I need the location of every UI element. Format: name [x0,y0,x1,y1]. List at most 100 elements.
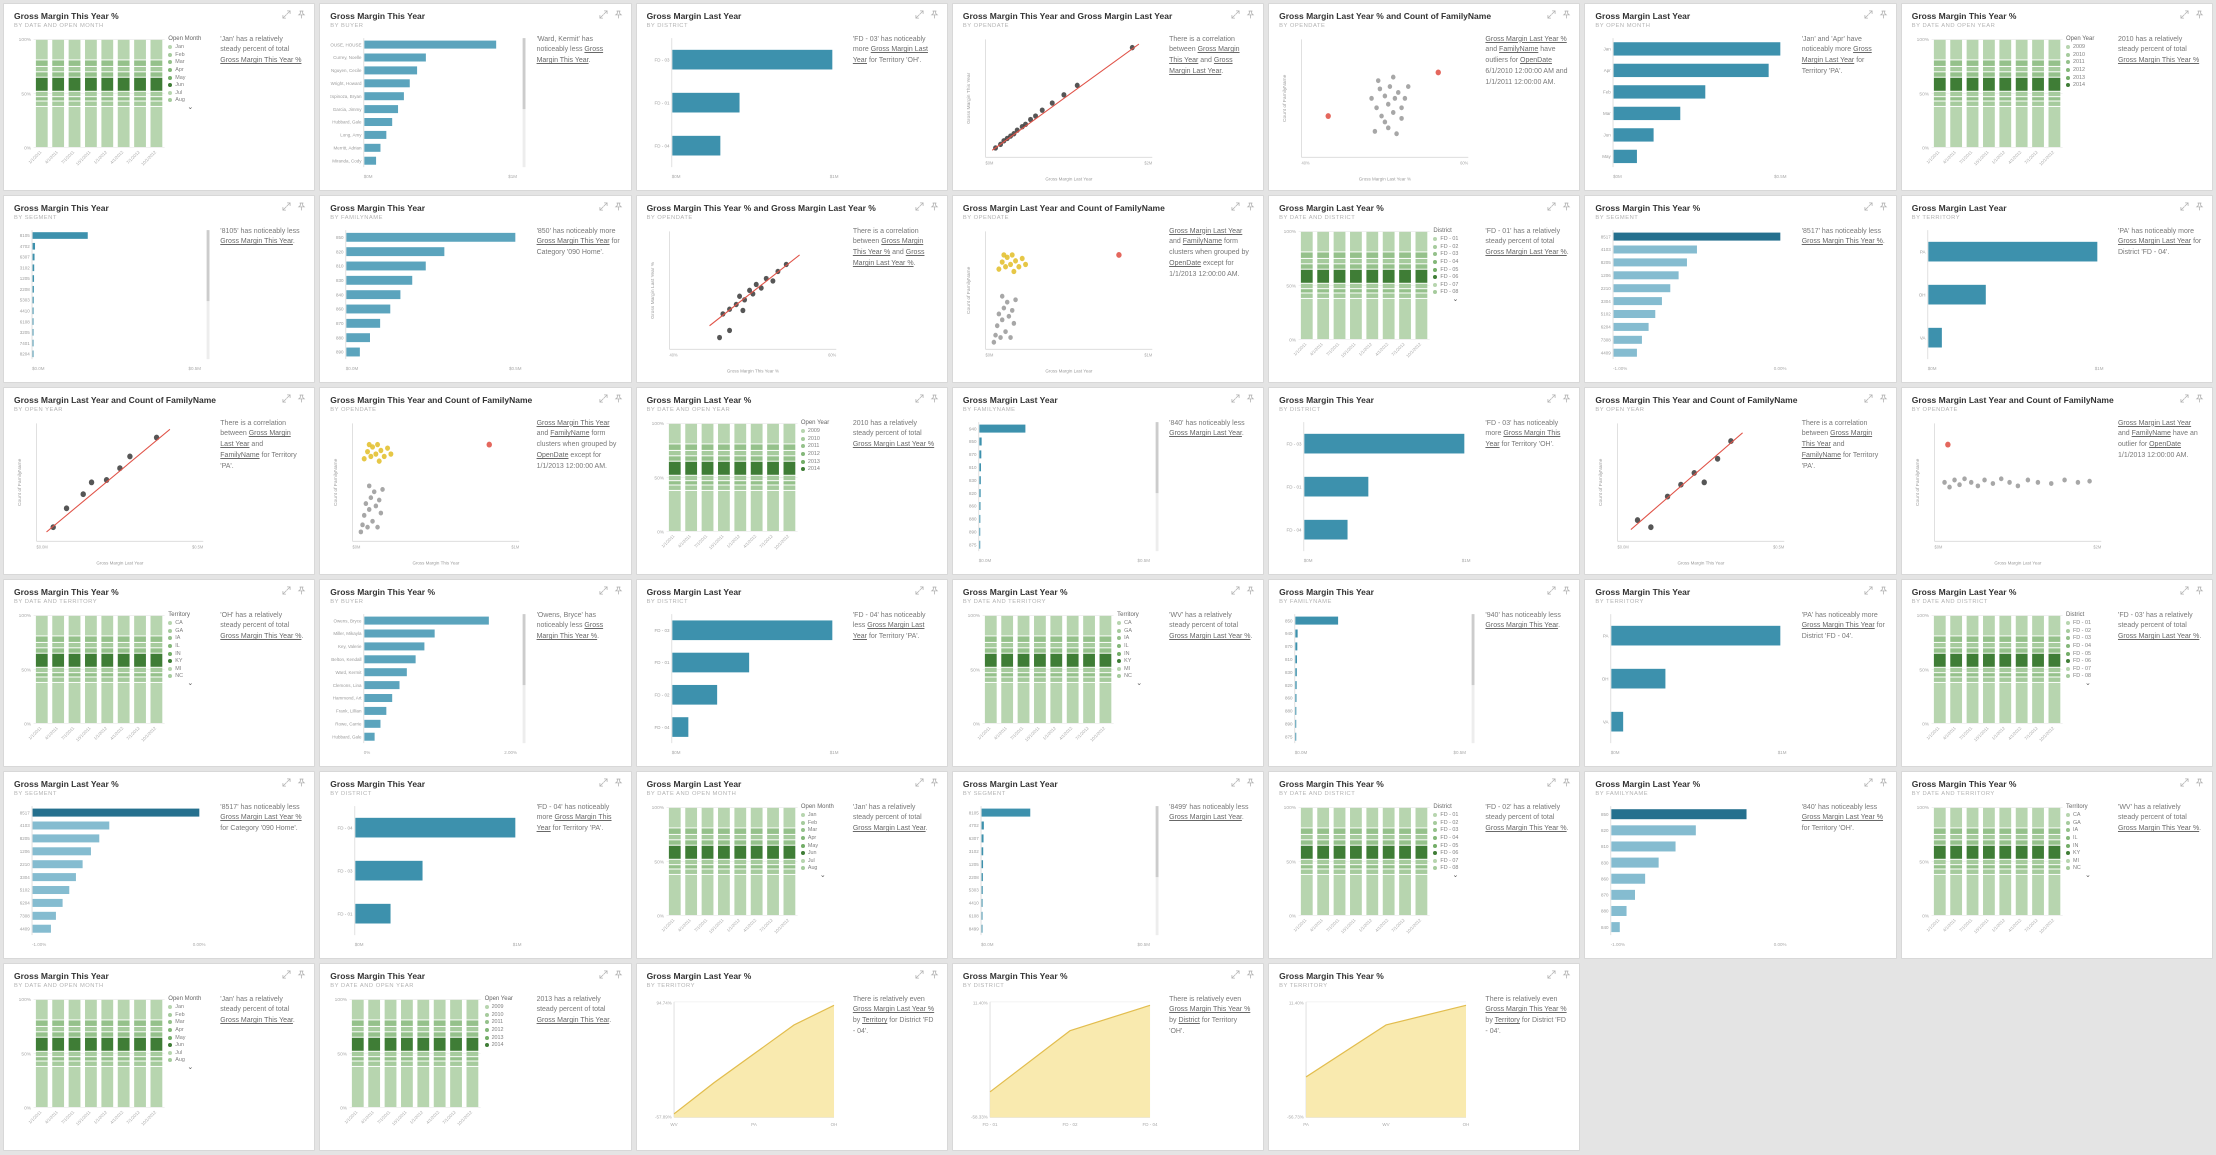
pin-icon[interactable] [930,202,939,211]
insight-card[interactable]: Gross Margin This Year BY FAMILYNAME 850… [1268,579,1581,767]
pin-icon[interactable] [1246,586,1255,595]
pin-icon[interactable] [1562,970,1571,979]
insight-card[interactable]: Gross Margin This Year BY SEGMENT 8105 47… [3,195,316,383]
insight-link[interactable]: Gross Margin This Year [1801,622,1875,630]
focus-mode-icon[interactable] [282,970,291,979]
insight-card[interactable]: Gross Margin Last Year % BY SEGMENT 8517… [3,771,316,959]
pin-icon[interactable] [2195,586,2204,595]
insight-link[interactable]: District [1178,1017,1200,1025]
focus-mode-icon[interactable] [915,394,924,403]
insight-link[interactable]: Gross Margin This Year % [2117,825,2200,833]
chevron-down-icon[interactable]: ⌄ [187,680,194,688]
insight-card[interactable]: Gross Margin This Year % BY DATE AND OPE… [3,3,316,191]
insight-link[interactable]: Gross Margin This Year [536,238,610,246]
insight-link[interactable]: Gross Margin Last Year [1169,430,1242,438]
chevron-down-icon[interactable]: ⌄ [819,872,826,880]
insight-link[interactable]: Gross Margin Last Year % [852,249,925,268]
focus-mode-icon[interactable] [915,202,924,211]
focus-mode-icon[interactable] [1547,970,1556,979]
insight-link[interactable]: Gross Margin This Year % [536,622,604,641]
insight-link[interactable]: Gross Margin Last Year % [1485,249,1567,257]
insight-link[interactable]: Gross Margin Last Year [852,622,925,641]
insight-link[interactable]: OpenDate [1520,57,1552,65]
focus-mode-icon[interactable] [915,586,924,595]
insight-link[interactable]: Gross Margin Last Year [220,430,291,449]
insight-link[interactable]: Gross Margin Last Year % [852,441,935,449]
pin-icon[interactable] [297,394,306,403]
insight-link[interactable]: FamilyName [1182,238,1223,246]
focus-mode-icon[interactable] [2180,202,2189,211]
pin-icon[interactable] [297,970,306,979]
insight-link[interactable]: Gross Margin Last Year [2117,238,2192,246]
pin-icon[interactable] [297,10,306,19]
insight-link[interactable]: Gross Margin This Year % [1801,238,1883,246]
pin-icon[interactable] [614,202,623,211]
focus-mode-icon[interactable] [915,778,924,787]
pin-icon[interactable] [614,778,623,787]
insight-link[interactable]: Gross Margin This Year [220,238,293,246]
insight-card[interactable]: Gross Margin This Year and Count of Fami… [319,387,632,575]
insight-link[interactable]: Gross Margin Last Year [1169,227,1243,235]
pin-icon[interactable] [1246,202,1255,211]
insight-card[interactable]: Gross Margin Last Year BY OPEN MONTH Jan… [1584,3,1897,191]
pin-icon[interactable] [1562,10,1571,19]
insight-link[interactable]: Gross Margin This Year % [1485,1006,1567,1014]
insight-link[interactable]: Gross Margin Last Year % [1801,814,1884,822]
insight-card[interactable]: Gross Margin This Year BY DISTRICT FD - … [319,771,632,959]
insight-card[interactable]: Gross Margin This Year % BY DATE AND TER… [3,579,316,767]
pin-icon[interactable] [297,586,306,595]
insight-card[interactable]: Gross Margin This Year BY FAMILYNAME 850… [319,195,632,383]
insight-link[interactable]: FamilyName [1499,46,1539,54]
insight-card[interactable]: Gross Margin Last Year % BY TERRITORY 94… [635,963,948,1151]
focus-mode-icon[interactable] [1231,778,1240,787]
pin-icon[interactable] [930,778,939,787]
focus-mode-icon[interactable] [282,202,291,211]
insight-link[interactable]: Gross Margin This Year [1485,430,1561,449]
insight-link[interactable]: Gross Margin Last Year % [1169,633,1251,641]
chevron-down-icon[interactable]: ⌄ [1452,872,1459,880]
focus-mode-icon[interactable] [1547,202,1556,211]
insight-card[interactable]: Gross Margin This Year BY BUYER HOUSE, H… [319,3,632,191]
insight-link[interactable]: Gross Margin This Year [536,419,610,427]
focus-mode-icon[interactable] [1231,10,1240,19]
insight-card[interactable]: Gross Margin This Year % BY DISTRICT 11.… [951,963,1265,1151]
insight-link[interactable]: Gross Margin Last Year [1169,57,1233,76]
pin-icon[interactable] [1562,586,1571,595]
pin-icon[interactable] [1562,394,1571,403]
insight-link[interactable]: Gross Margin Last Year % [1485,35,1567,43]
insight-card[interactable]: Gross Margin This Year % BY BUYER Owens,… [319,579,632,767]
focus-mode-icon[interactable] [599,970,608,979]
pin-icon[interactable] [614,394,623,403]
focus-mode-icon[interactable] [1864,778,1873,787]
focus-mode-icon[interactable] [2180,586,2189,595]
insight-link[interactable]: Gross Margin This Year [1169,46,1240,65]
insight-card[interactable]: Gross Margin This Year BY TERRITORY PA OH… [1584,579,1897,767]
focus-mode-icon[interactable] [1231,202,1240,211]
insight-card[interactable]: Gross Margin This Year % BY DATE AND OPE… [1900,3,2213,191]
focus-mode-icon[interactable] [599,10,608,19]
focus-mode-icon[interactable] [1864,394,1873,403]
focus-mode-icon[interactable] [1864,10,1873,19]
insight-link[interactable]: Gross Margin This Year [1801,430,1873,449]
focus-mode-icon[interactable] [915,10,924,19]
insight-link[interactable]: Gross Margin This Year % [220,633,302,641]
focus-mode-icon[interactable] [2180,10,2189,19]
pin-icon[interactable] [930,10,939,19]
insight-card[interactable]: Gross Margin Last Year and Count of Fami… [951,195,1265,383]
insight-link[interactable]: Gross Margin This Year [220,1017,293,1025]
pin-icon[interactable] [1246,778,1255,787]
insight-card[interactable]: Gross Margin Last Year BY TERRITORY PA OH… [1900,195,2213,383]
focus-mode-icon[interactable] [1864,586,1873,595]
insight-card[interactable]: Gross Margin Last Year % and Count of Fa… [1268,3,1581,191]
insight-card[interactable]: Gross Margin Last Year and Count of Fami… [1900,387,2213,575]
focus-mode-icon[interactable] [1547,778,1556,787]
pin-icon[interactable] [2195,394,2204,403]
insight-link[interactable]: Gross Margin Last Year % [2117,633,2200,641]
pin-icon[interactable] [1879,778,1888,787]
pin-icon[interactable] [1879,586,1888,595]
focus-mode-icon[interactable] [282,778,291,787]
focus-mode-icon[interactable] [1864,202,1873,211]
insight-link[interactable]: Gross Margin Last Year [852,46,928,65]
focus-mode-icon[interactable] [599,394,608,403]
insight-card[interactable]: Gross Margin Last Year BY DISTRICT FD - … [635,579,948,767]
